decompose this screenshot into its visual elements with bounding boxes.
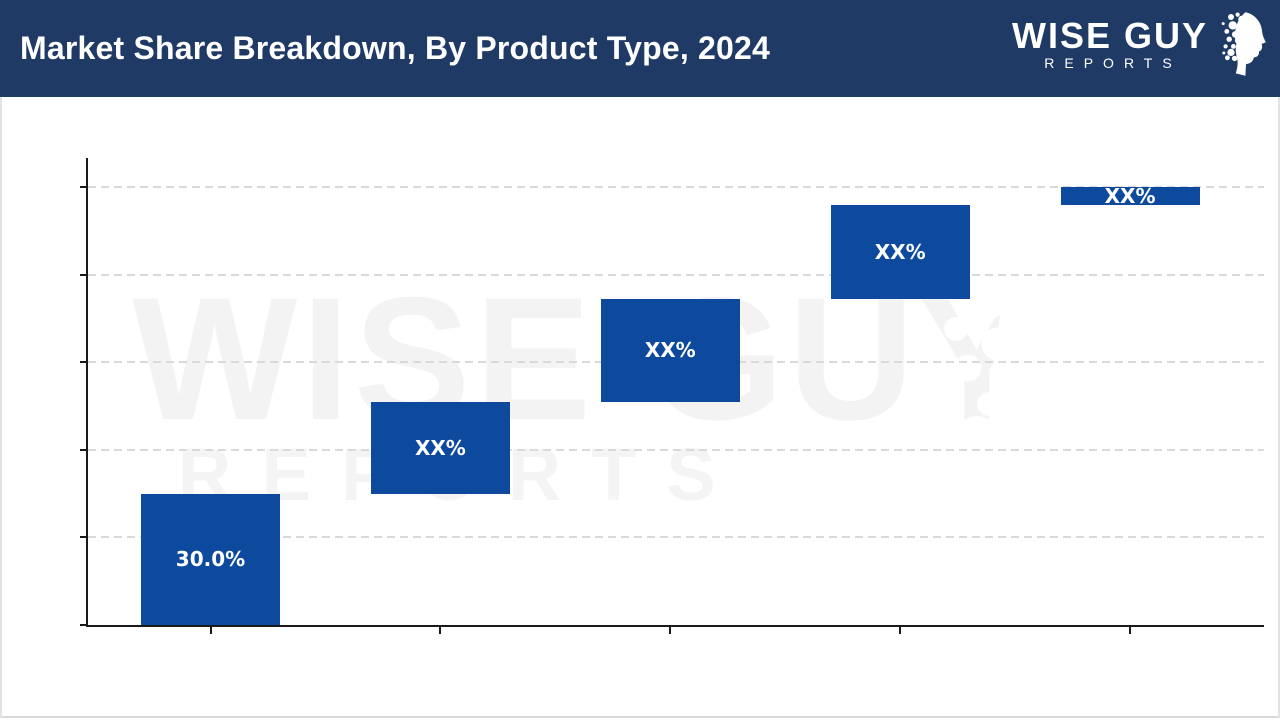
y-axis-tick [80,273,88,276]
header-bar: Market Share Breakdown, By Product Type,… [0,0,1280,97]
y-axis-tick [80,186,88,188]
logo-wordmark: WISE GUY REPORTS [1011,14,1208,72]
x-axis-line [86,625,1264,627]
bar-value-label: 30.0% [175,547,246,572]
bar-value-label: XX% [414,435,466,460]
y-gridline [88,273,1264,276]
x-axis-tick [439,627,442,634]
bar-herbal-supplements: XX% [830,204,970,299]
x-axis-tick [669,627,672,634]
bar-value-label: XX% [1104,183,1156,208]
figure-border-right [1278,97,1280,718]
x-axis-tick [899,627,902,634]
bar-value-label: XX% [874,239,926,264]
bar-value-label: XX% [644,338,696,363]
figure-border-bottom [0,716,1280,718]
y-axis-line [86,158,88,627]
watermark-wordmark: WISE GUY [132,262,1040,457]
x-axis-tick [209,627,212,634]
wise-guy-logo: WISE GUY REPORTS [1012,6,1270,82]
bar-vitamins: 30.0% [141,493,280,625]
bar-amino-acids: XX% [1060,183,1200,208]
figure-border-left [0,97,2,718]
bar-minerals: XX% [370,401,510,494]
y-axis-tick [80,448,88,451]
y-gridline [88,536,1264,539]
logo-wordmark-text: WISE GUY [1011,14,1208,56]
y-axis-tick [80,361,88,364]
y-gridline [88,448,1264,451]
logo-subtitle-text: REPORTS [1044,55,1182,72]
chart-title: Market Share Breakdown, By Product Type,… [20,30,770,66]
logo-face-icon [1221,12,1266,76]
x-axis-tick [1129,627,1132,634]
y-axis-tick [80,624,88,626]
bar-proteins: XX% [600,298,740,402]
y-gridline [88,186,1264,188]
y-axis-tick [80,536,88,539]
